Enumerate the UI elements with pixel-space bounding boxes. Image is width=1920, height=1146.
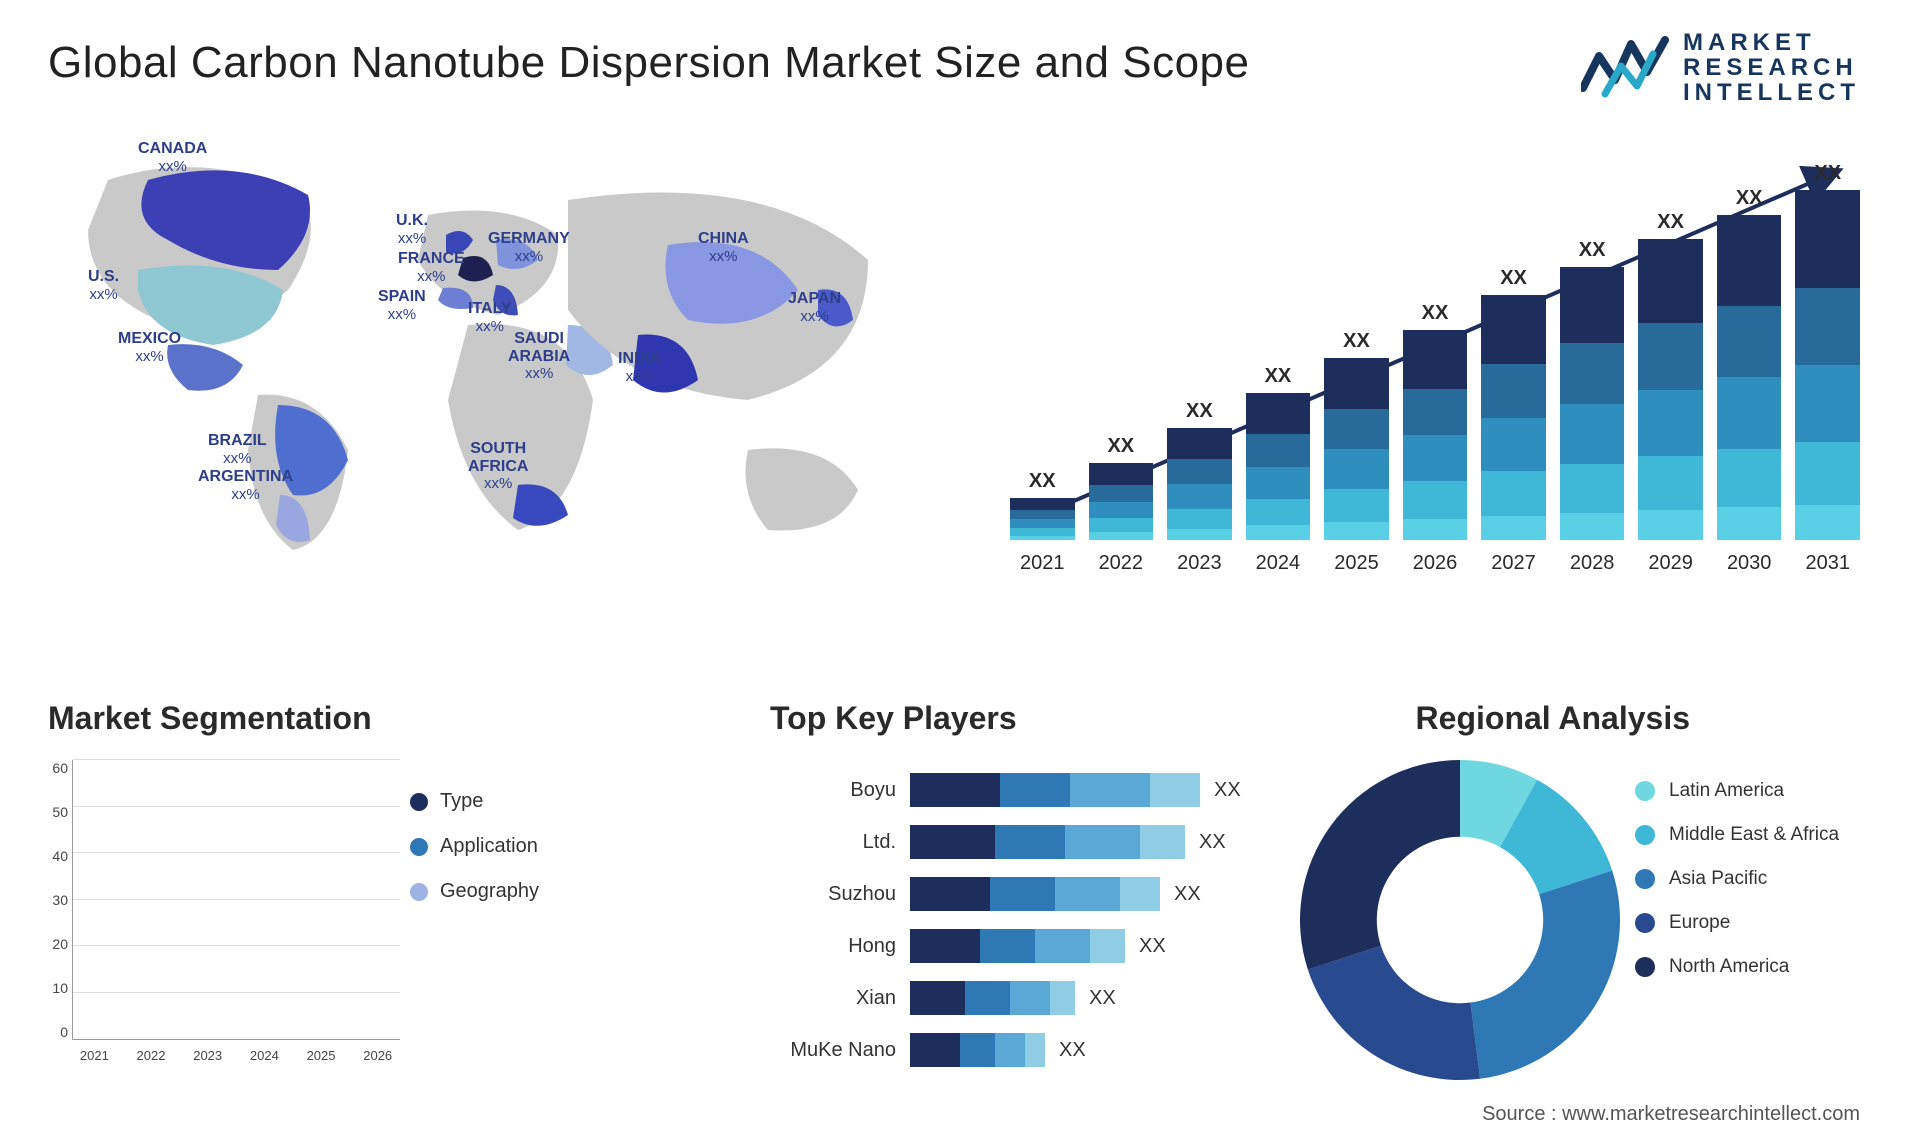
- growth-bar: XX: [1717, 215, 1782, 540]
- donut-slice: [1300, 760, 1460, 969]
- player-row: MuKe NanoXX: [770, 1030, 1330, 1070]
- player-row: SuzhouXX: [770, 874, 1330, 914]
- segmentation-title: Market Segmentation: [48, 700, 372, 737]
- segmentation-bar-chart: 0102030405060 202120222023202420252026: [40, 760, 400, 1070]
- players-title: Top Key Players: [770, 700, 1017, 737]
- growth-bar: XX: [1324, 358, 1389, 540]
- logo-text-3: INTELLECT: [1683, 80, 1860, 105]
- players-bar-chart: BoyuXX Ltd.XX SuzhouXX HongXX XianXX MuKe Nan…: [770, 770, 1330, 1082]
- growth-bar: XX: [1638, 239, 1703, 540]
- world-map: CANADAxx%U.S.xx%MEXICOxx%BRAZILxx%ARGENT…: [48, 140, 918, 560]
- brand-logo: MARKET RESEARCH INTELLECT: [1581, 30, 1860, 106]
- legend-item: Application: [410, 835, 539, 858]
- donut-slice: [1470, 871, 1620, 1079]
- logo-text-1: MARKET: [1683, 30, 1860, 55]
- growth-bar: XX: [1167, 428, 1232, 540]
- logo-mark-icon: [1581, 36, 1669, 100]
- growth-bar-chart: XXXXXXXXXXXXXXXXXXXXXX 20212022202320242…: [1010, 150, 1860, 580]
- segmentation-legend: Type Application Geography: [410, 790, 539, 925]
- player-row: HongXX: [770, 926, 1330, 966]
- page-title: Global Carbon Nanotube Dispersion Market…: [48, 38, 1250, 88]
- growth-bar: XX: [1795, 190, 1860, 540]
- legend-item: North America: [1635, 956, 1865, 978]
- growth-bar: XX: [1481, 295, 1546, 540]
- growth-bar: XX: [1246, 393, 1311, 540]
- player-row: BoyuXX: [770, 770, 1330, 810]
- legend-item: Asia Pacific: [1635, 868, 1865, 890]
- source-text: Source : www.marketresearchintellect.com: [1482, 1103, 1860, 1126]
- player-row: XianXX: [770, 978, 1330, 1018]
- logo-text-2: RESEARCH: [1683, 55, 1860, 80]
- growth-bar: XX: [1089, 463, 1154, 540]
- legend-item: Latin America: [1635, 780, 1865, 802]
- donut-slice: [1308, 946, 1480, 1080]
- growth-bar: XX: [1403, 330, 1468, 540]
- regional-donut-chart: [1300, 760, 1620, 1080]
- legend-item: Middle East & Africa: [1635, 824, 1865, 846]
- growth-bar: XX: [1010, 498, 1075, 540]
- regional-legend: Latin America Middle East & Africa Asia Pa…: [1635, 780, 1865, 1000]
- legend-item: Geography: [410, 880, 539, 903]
- player-row: Ltd.XX: [770, 822, 1330, 862]
- growth-bar: XX: [1560, 267, 1625, 540]
- legend-item: Type: [410, 790, 539, 813]
- legend-item: Europe: [1635, 912, 1865, 934]
- regional-title: Regional Analysis: [1416, 700, 1690, 737]
